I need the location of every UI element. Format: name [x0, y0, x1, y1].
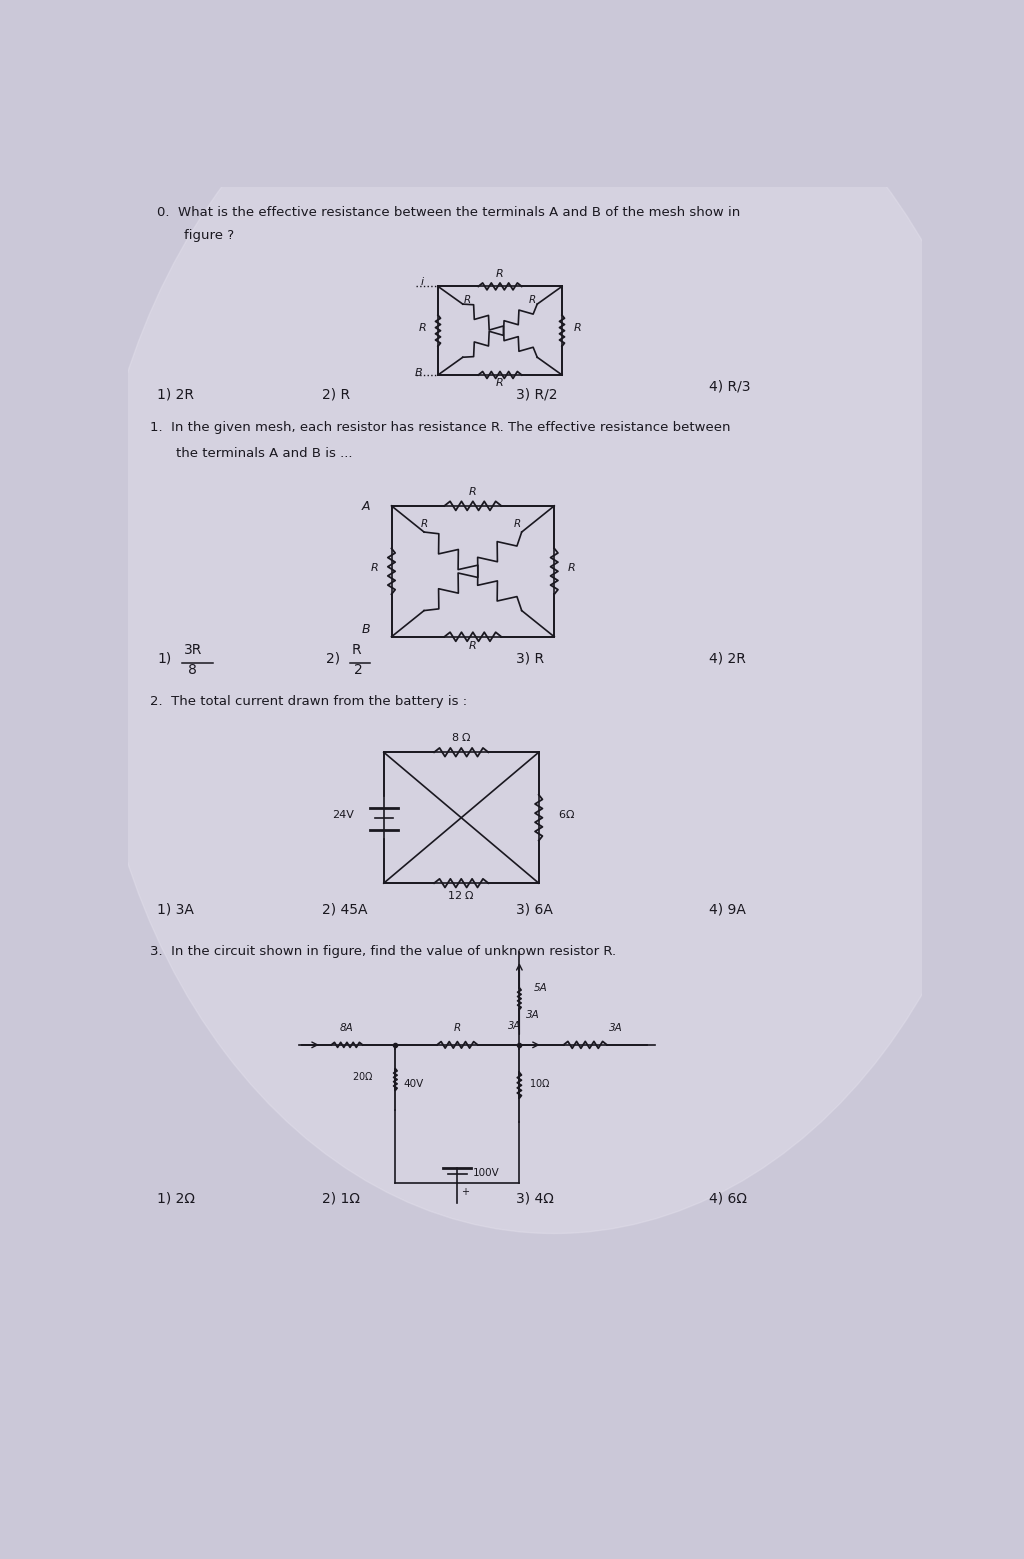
Text: R: R [454, 1023, 461, 1034]
Text: 8 $\Omega$: 8 $\Omega$ [451, 731, 472, 744]
Text: 1) 3A: 1) 3A [158, 903, 195, 917]
Text: 2) R: 2) R [322, 387, 350, 401]
Text: 1) 2Ω: 1) 2Ω [158, 1191, 196, 1205]
Text: 1.  In the given mesh, each resistor has resistance R. The effective resistance : 1. In the given mesh, each resistor has … [150, 421, 730, 433]
Text: B: B [415, 368, 423, 379]
Text: 3) R: 3) R [515, 652, 544, 666]
Text: 4) 6Ω: 4) 6Ω [710, 1191, 748, 1205]
Text: 1): 1) [158, 652, 172, 666]
Text: 2: 2 [353, 663, 362, 677]
Text: 3R: 3R [183, 644, 202, 658]
Text: 20$\Omega$: 20$\Omega$ [352, 1069, 374, 1082]
Ellipse shape [89, 2, 1019, 1233]
Text: 3A: 3A [508, 1021, 521, 1032]
Text: 8: 8 [188, 663, 198, 677]
Text: +: + [461, 1186, 469, 1197]
Text: figure ?: figure ? [183, 229, 233, 242]
Text: 5A: 5A [534, 984, 547, 993]
Text: 4) 9A: 4) 9A [710, 903, 746, 917]
Text: R: R [573, 323, 582, 332]
Text: 40V: 40V [403, 1079, 423, 1090]
Text: 100V: 100V [473, 1168, 500, 1177]
Text: 0.  What is the effective resistance between the terminals A and B of the mesh s: 0. What is the effective resistance betw… [158, 206, 740, 218]
Text: R: R [496, 377, 504, 388]
Text: R: R [529, 295, 537, 306]
Text: R: R [419, 323, 426, 332]
Text: R: R [421, 519, 428, 530]
Text: 3A: 3A [609, 1023, 624, 1034]
Text: R: R [469, 486, 477, 497]
Text: 3.  In the circuit shown in figure, find the value of unknown resistor R.: 3. In the circuit shown in figure, find … [150, 945, 615, 957]
Text: 1) 2R: 1) 2R [158, 387, 195, 401]
Text: 6$\Omega$: 6$\Omega$ [558, 808, 575, 820]
Text: A: A [361, 500, 370, 513]
Text: 2): 2) [326, 652, 340, 666]
Text: 2) 1Ω: 2) 1Ω [322, 1191, 359, 1205]
Text: 10$\Omega$: 10$\Omega$ [528, 1077, 550, 1090]
Text: R: R [469, 641, 477, 652]
Text: R: R [351, 644, 360, 658]
Text: 3) 6A: 3) 6A [515, 903, 552, 917]
Text: R: R [496, 270, 504, 279]
Text: 3A: 3A [526, 1010, 541, 1020]
Text: 12 $\Omega$: 12 $\Omega$ [447, 889, 475, 901]
Text: 24V: 24V [333, 809, 354, 820]
Text: 8A: 8A [340, 1023, 354, 1034]
Text: 3) R/2: 3) R/2 [515, 387, 557, 401]
Text: R: R [464, 295, 471, 306]
Text: R: R [371, 563, 378, 574]
Text: i: i [421, 278, 424, 287]
Text: R: R [513, 519, 520, 530]
Text: the terminals A and B is ...: the terminals A and B is ... [176, 446, 352, 460]
Text: B: B [361, 624, 370, 636]
Text: 3) 4Ω: 3) 4Ω [515, 1191, 553, 1205]
Text: 4) 2R: 4) 2R [710, 652, 746, 666]
Text: 2.  The total current drawn from the battery is :: 2. The total current drawn from the batt… [150, 694, 467, 708]
Text: R: R [567, 563, 575, 574]
Text: 2) 45A: 2) 45A [322, 903, 368, 917]
Text: 4) R/3: 4) R/3 [710, 379, 751, 393]
